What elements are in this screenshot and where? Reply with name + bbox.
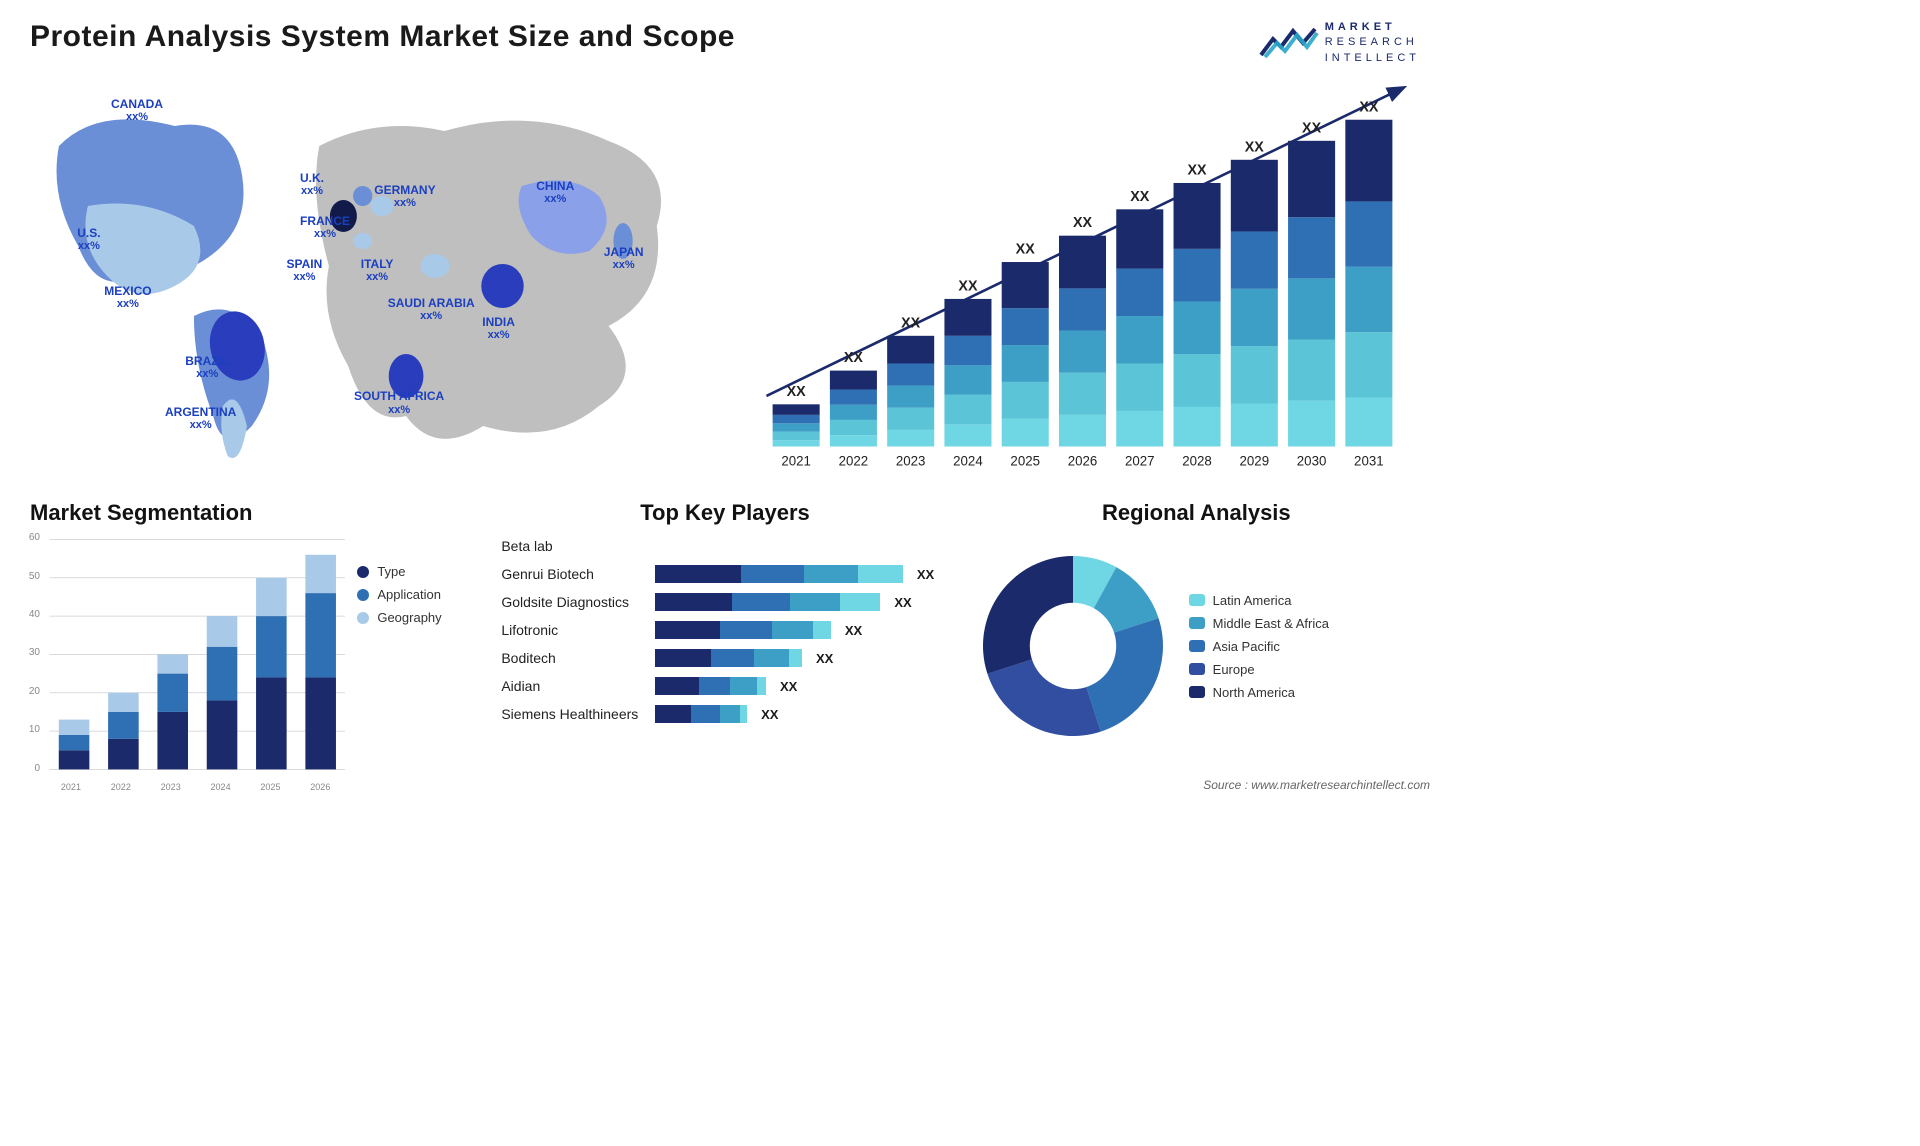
key-players-chart: Beta labGenrui BiotechXXGoldsite Diagnos… xyxy=(501,532,948,760)
regional-panel: Regional Analysis Latin America Middle Ea… xyxy=(973,500,1420,760)
regional-legend: Latin America Middle East & Africa Asia Pa… xyxy=(1189,585,1329,708)
map-label: JAPANxx% xyxy=(604,246,644,271)
logo-text-2: RESEARCH xyxy=(1325,35,1420,50)
map-label: GERMANYxx% xyxy=(374,184,435,209)
key-players-panel: Top Key Players Beta labGenrui BiotechXX… xyxy=(501,500,948,760)
key-player-row: LifotronicXX xyxy=(501,616,948,644)
map-label: MEXICOxx% xyxy=(104,285,151,310)
key-player-row: AidianXX xyxy=(501,672,948,700)
svg-text:XX: XX xyxy=(958,278,977,294)
map-label: ITALYxx% xyxy=(361,258,394,283)
map-label-layer: CANADAxx% U.S.xx% MEXICOxx% BRAZILxx% ARGENT… xyxy=(30,86,705,476)
svg-text:2029: 2029 xyxy=(1240,453,1270,468)
segmentation-panel: Market Segmentation 6050403020100 202120… xyxy=(30,500,477,760)
key-player-row: Siemens HealthineersXX xyxy=(501,700,948,728)
legend-item: North America xyxy=(1189,685,1329,700)
map-label: INDIAxx% xyxy=(482,316,515,341)
legend-item: Asia Pacific xyxy=(1189,639,1329,654)
key-player-row: Beta lab xyxy=(501,532,948,560)
legend-item: Geography xyxy=(357,610,477,625)
svg-text:XX: XX xyxy=(901,315,920,331)
map-label: SPAINxx% xyxy=(287,258,323,283)
logo-text-1: MARKET xyxy=(1325,20,1420,35)
map-label: CANADAxx% xyxy=(111,98,163,123)
svg-text:2021: 2021 xyxy=(781,453,811,468)
growth-chart-svg: XX 2021 XX 2022 XX 2023 XX 2024 XX 2025 XX 2026 XX 20… xyxy=(745,86,1420,476)
logo-text-3: INTELLECT xyxy=(1325,51,1420,66)
svg-text:XX: XX xyxy=(1130,189,1149,205)
svg-text:XX: XX xyxy=(1302,120,1321,136)
svg-text:2024: 2024 xyxy=(953,453,983,468)
map-label: FRANCExx% xyxy=(300,215,350,240)
svg-text:2023: 2023 xyxy=(896,453,926,468)
map-label: U.S.xx% xyxy=(77,227,100,252)
legend-item: Middle East & Africa xyxy=(1189,616,1329,631)
legend-item: Europe xyxy=(1189,662,1329,677)
page-title: Protein Analysis System Market Size and … xyxy=(30,20,735,54)
source-text: Source : www.marketresearchintellect.com xyxy=(1203,778,1430,792)
svg-text:2025: 2025 xyxy=(1010,453,1040,468)
growth-chart-panel: XX 2021 XX 2022 XX 2023 XX 2024 XX 2025 XX 2026 XX 20… xyxy=(745,86,1420,476)
map-label: SAUDI ARABIAxx% xyxy=(388,297,475,322)
svg-text:XX: XX xyxy=(1188,163,1207,179)
svg-text:2027: 2027 xyxy=(1125,453,1155,468)
map-label: CHINAxx% xyxy=(536,180,574,205)
map-label: ARGENTINAxx% xyxy=(165,406,236,431)
segmentation-chart: 6050403020100 202120222023202420252026 xyxy=(30,532,345,792)
key-player-row: Genrui BiotechXX xyxy=(501,560,948,588)
legend-item: Type xyxy=(357,564,477,579)
legend-item: Application xyxy=(357,587,477,602)
segmentation-legend: Type Application Geography xyxy=(357,532,477,792)
svg-text:XX: XX xyxy=(1245,139,1264,155)
regional-donut xyxy=(973,546,1173,746)
brand-logo: MARKET RESEARCH INTELLECT xyxy=(1259,20,1420,66)
map-label: BRAZILxx% xyxy=(185,355,229,380)
svg-text:2031: 2031 xyxy=(1354,453,1384,468)
svg-text:XX: XX xyxy=(1016,242,1035,258)
segmentation-title: Market Segmentation xyxy=(30,500,477,526)
svg-text:2026: 2026 xyxy=(1068,453,1098,468)
svg-text:2030: 2030 xyxy=(1297,453,1327,468)
svg-text:XX: XX xyxy=(1359,99,1378,115)
map-label: U.K.xx% xyxy=(300,172,324,197)
key-players-title: Top Key Players xyxy=(501,500,948,526)
legend-item: Latin America xyxy=(1189,593,1329,608)
regional-title: Regional Analysis xyxy=(973,500,1420,526)
svg-text:XX: XX xyxy=(844,350,863,366)
svg-text:XX: XX xyxy=(1073,215,1092,231)
key-player-row: BoditechXX xyxy=(501,644,948,672)
svg-text:2028: 2028 xyxy=(1182,453,1212,468)
logo-mark-icon xyxy=(1259,25,1319,61)
world-map-panel: CANADAxx% U.S.xx% MEXICOxx% BRAZILxx% ARGENT… xyxy=(30,86,705,476)
svg-text:2022: 2022 xyxy=(839,453,869,468)
key-player-row: Goldsite DiagnosticsXX xyxy=(501,588,948,616)
map-label: SOUTH AFRICAxx% xyxy=(354,390,444,415)
svg-text:XX: XX xyxy=(787,384,806,400)
